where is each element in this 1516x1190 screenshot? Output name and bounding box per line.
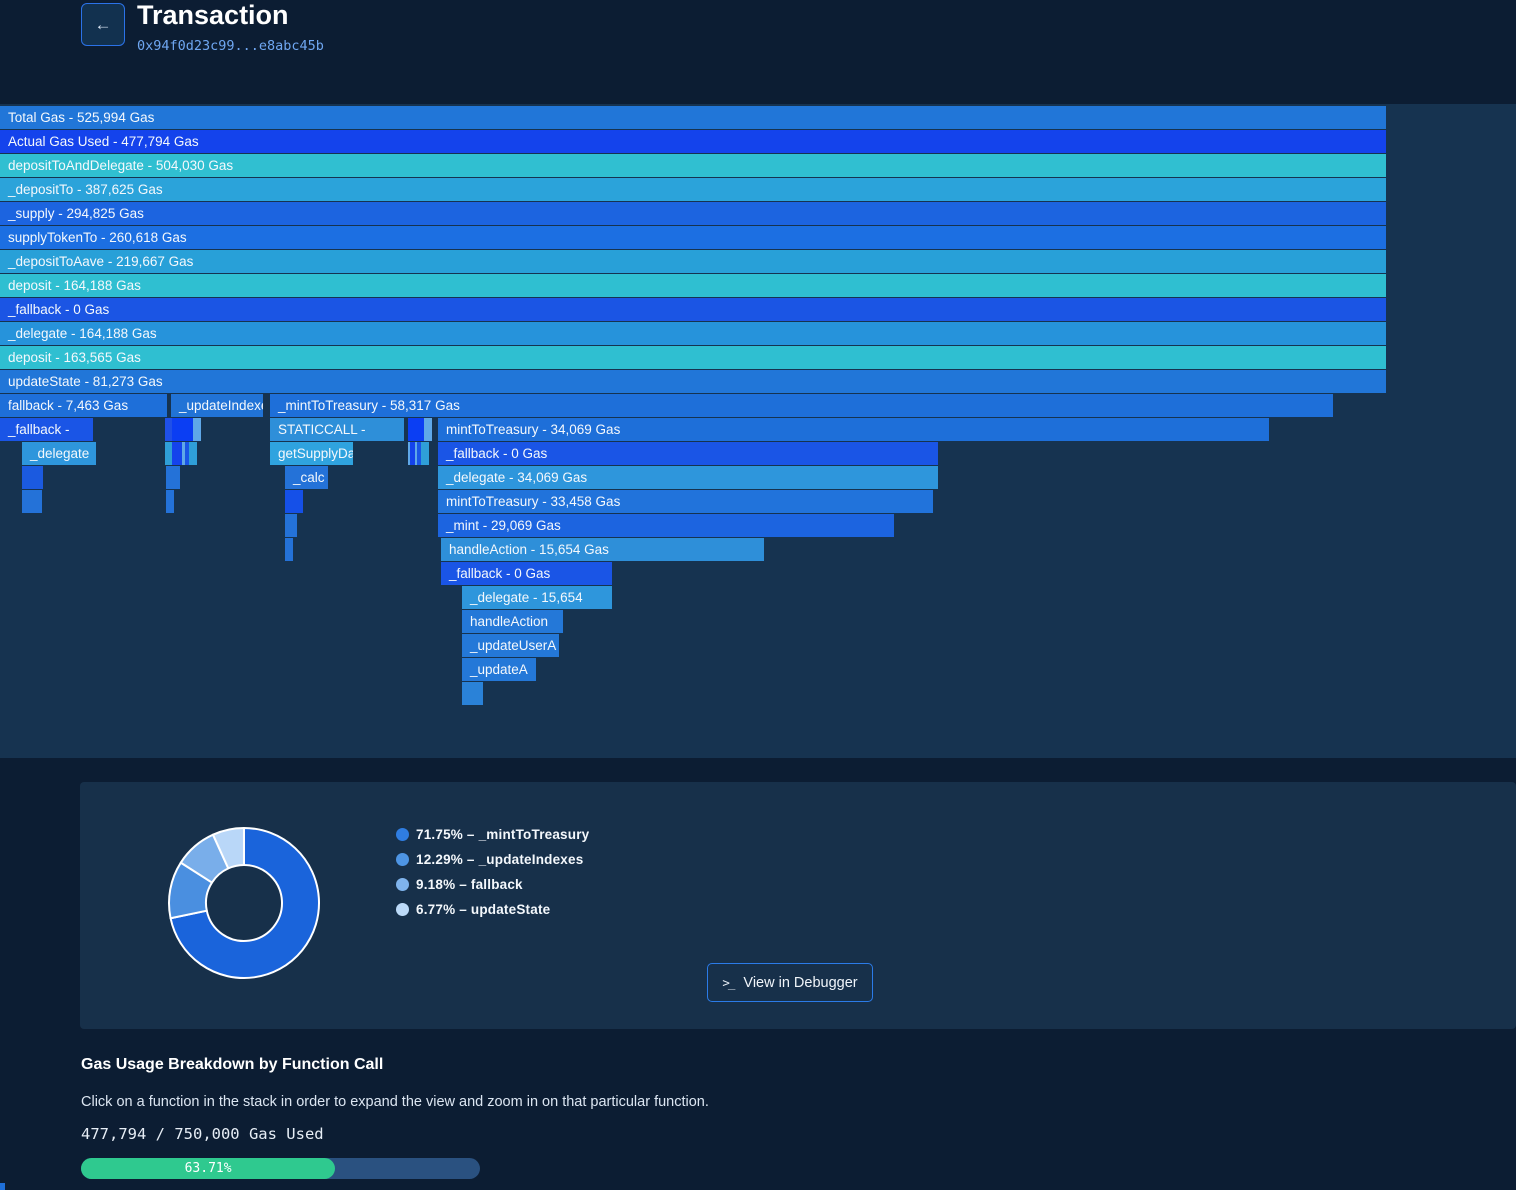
flame-bar[interactable]: Actual Gas Used - 477,794 Gas bbox=[0, 130, 1386, 153]
donut-slice[interactable] bbox=[169, 827, 320, 979]
legend-label: 12.29% – _updateIndexes bbox=[416, 852, 584, 867]
flame-bar[interactable]: _calc bbox=[285, 466, 328, 489]
corner-marker bbox=[0, 1183, 5, 1190]
legend-label: 6.77% – updateState bbox=[416, 902, 551, 917]
legend-item: 71.75% – _mintToTreasury bbox=[396, 822, 589, 847]
flame-graph: Total Gas - 525,994 Gas Actual Gas Used -… bbox=[0, 104, 1516, 758]
flame-bar[interactable]: fallback - 7,463 Gas bbox=[0, 394, 167, 417]
flame-bar[interactable] bbox=[285, 490, 303, 513]
transaction-hash[interactable]: 0x94f0d23c99...e8abc45b bbox=[137, 38, 324, 54]
flame-bar[interactable] bbox=[22, 466, 43, 489]
legend-dot-icon bbox=[396, 853, 409, 866]
legend-dot-icon bbox=[396, 878, 409, 891]
donut-chart bbox=[168, 827, 320, 979]
flame-bar[interactable]: STATICCALL - bbox=[270, 418, 404, 441]
flame-bar[interactable] bbox=[189, 442, 197, 465]
flame-bar[interactable] bbox=[166, 466, 174, 489]
flame-bar[interactable] bbox=[172, 466, 180, 489]
flame-bar[interactable]: _depositTo - 387,625 Gas bbox=[0, 178, 1386, 201]
flame-bar[interactable]: Total Gas - 525,994 Gas bbox=[0, 106, 1386, 129]
flame-bar[interactable] bbox=[165, 418, 173, 441]
summary-card: 71.75% – _mintToTreasury 12.29% – _update… bbox=[80, 782, 1516, 1029]
flame-bar[interactable] bbox=[285, 538, 293, 561]
flame-bar[interactable]: handleAction bbox=[462, 610, 563, 633]
flame-bar[interactable] bbox=[193, 418, 201, 441]
flame-bar[interactable]: updateState - 81,273 Gas bbox=[0, 370, 1386, 393]
flame-bar[interactable]: _fallback - 0 Gas bbox=[438, 442, 938, 465]
progress-percent-label: 63.71% bbox=[184, 1161, 232, 1176]
flame-bar[interactable] bbox=[421, 442, 429, 465]
legend-dot-icon bbox=[396, 828, 409, 841]
donut-legend: 71.75% – _mintToTreasury 12.29% – _update… bbox=[396, 822, 589, 922]
flame-bar[interactable]: getSupplyData bbox=[270, 442, 353, 465]
flame-bar[interactable] bbox=[172, 442, 182, 465]
progress-fill: 63.71% bbox=[81, 1158, 336, 1179]
flame-bar[interactable] bbox=[165, 442, 173, 465]
flame-bar[interactable] bbox=[285, 514, 297, 537]
flame-bar[interactable] bbox=[410, 442, 418, 465]
legend-label: 9.18% – fallback bbox=[416, 877, 523, 892]
gas-progress-bar: 63.71% bbox=[81, 1158, 480, 1179]
flame-bar[interactable]: _delegate bbox=[22, 442, 96, 465]
flame-bar[interactable] bbox=[172, 418, 193, 441]
flame-bar[interactable]: handleAction - 15,654 Gas bbox=[441, 538, 764, 561]
flame-bar[interactable] bbox=[166, 490, 174, 513]
flame-bar[interactable]: _fallback - 0 Gas bbox=[0, 298, 1386, 321]
left-arrow-icon: ← bbox=[94, 14, 112, 34]
legend-item: 9.18% – fallback bbox=[396, 872, 589, 897]
flame-bar[interactable]: _depositToAave - 219,667 Gas bbox=[0, 250, 1386, 273]
flame-bar[interactable] bbox=[22, 490, 42, 513]
view-in-debugger-button[interactable]: >_ View in Debugger bbox=[707, 963, 873, 1002]
flame-bar[interactable]: deposit - 164,188 Gas bbox=[0, 274, 1386, 297]
legend-dot-icon bbox=[396, 903, 409, 916]
section-description: Click on a function in the stack in orde… bbox=[81, 1094, 709, 1110]
legend-label: 71.75% – _mintToTreasury bbox=[416, 827, 590, 842]
flame-bar[interactable] bbox=[462, 682, 483, 705]
donut-slice[interactable] bbox=[212, 827, 245, 870]
flame-bar[interactable]: deposit - 163,565 Gas bbox=[0, 346, 1386, 369]
flame-bar[interactable]: _fallback - bbox=[0, 418, 93, 441]
legend-item: 6.77% – updateState bbox=[396, 897, 589, 922]
flame-bar[interactable]: _updateUserA bbox=[462, 634, 559, 657]
flame-bar[interactable] bbox=[408, 418, 424, 441]
flame-bar[interactable] bbox=[424, 418, 432, 441]
flame-bar[interactable]: _updateIndexes bbox=[171, 394, 263, 417]
back-button[interactable]: ← bbox=[81, 3, 125, 46]
flame-bar[interactable]: _supply - 294,825 Gas bbox=[0, 202, 1386, 225]
flame-bar[interactable]: supplyTokenTo - 260,618 Gas bbox=[0, 226, 1386, 249]
flame-bar[interactable]: depositToAndDelegate - 504,030 Gas bbox=[0, 154, 1386, 177]
flame-bar[interactable]: _delegate - 34,069 Gas bbox=[438, 466, 938, 489]
page-title: Transaction bbox=[137, 0, 289, 30]
flame-bar[interactable]: _delegate - 164,188 Gas bbox=[0, 322, 1386, 345]
flame-bar[interactable]: _updateA bbox=[462, 658, 536, 681]
flame-bar[interactable]: _mint - 29,069 Gas bbox=[438, 514, 894, 537]
flame-bar[interactable]: mintToTreasury - 34,069 Gas bbox=[438, 418, 1269, 441]
flame-bar[interactable]: _fallback - 0 Gas bbox=[441, 562, 612, 585]
terminal-icon: >_ bbox=[722, 975, 735, 990]
view-in-debugger-label: View in Debugger bbox=[743, 974, 858, 991]
flame-bar[interactable]: mintToTreasury - 33,458 Gas bbox=[438, 490, 933, 513]
flame-bar[interactable]: _delegate - 15,654 bbox=[462, 586, 612, 609]
legend-item: 12.29% – _updateIndexes bbox=[396, 847, 589, 872]
flame-bar[interactable]: _mintToTreasury - 58,317 Gas bbox=[270, 394, 1333, 417]
section-heading: Gas Usage Breakdown by Function Call bbox=[81, 1056, 384, 1073]
gas-usage-counter: 477,794 / 750,000 Gas Used bbox=[81, 1125, 324, 1143]
